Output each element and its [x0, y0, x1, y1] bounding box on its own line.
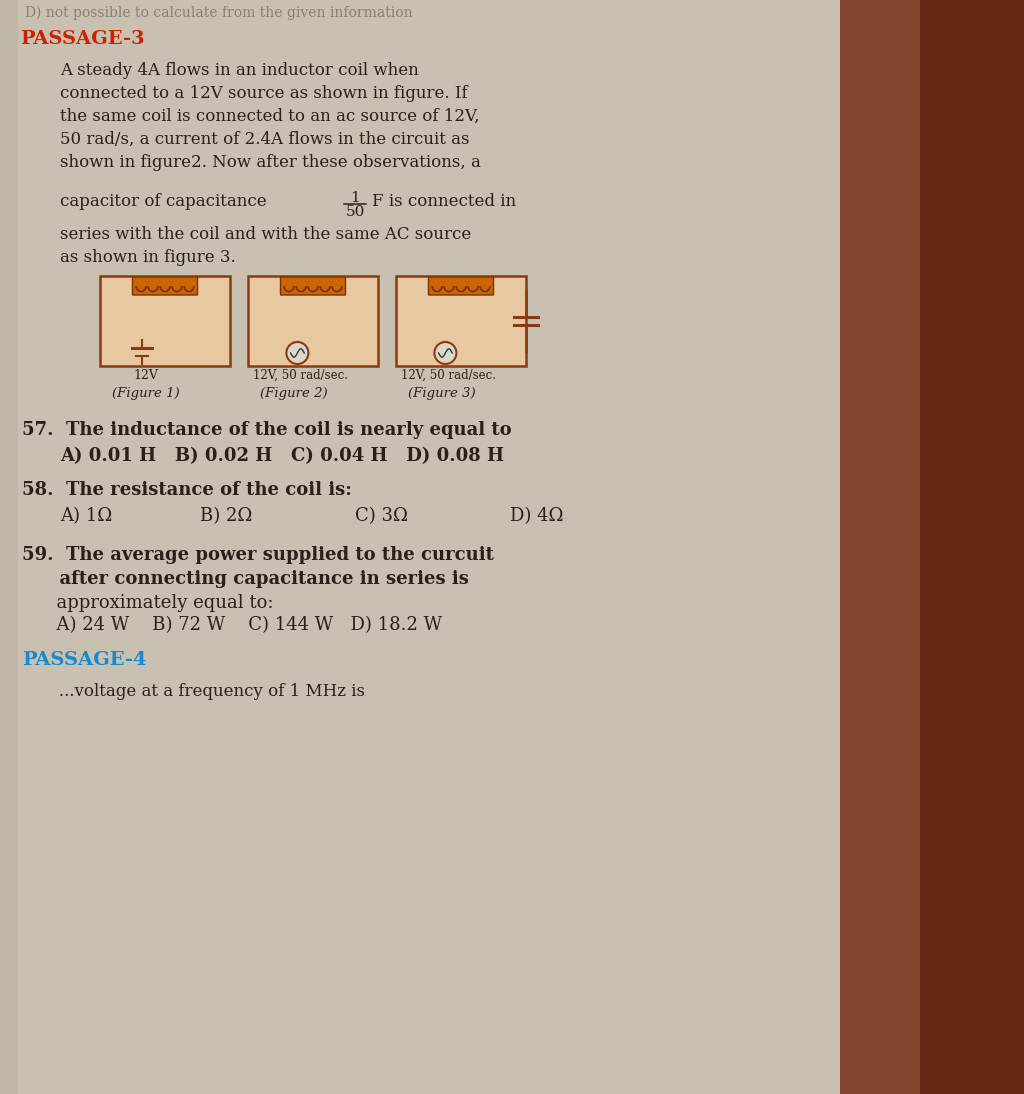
- Text: shown in figure2. Now after these observations, a: shown in figure2. Now after these observ…: [60, 154, 481, 171]
- Text: capacitor of capacitance: capacitor of capacitance: [60, 193, 266, 210]
- Text: A steady 4A flows in an inductor coil when: A steady 4A flows in an inductor coil wh…: [60, 62, 419, 79]
- Text: (Figure 2): (Figure 2): [260, 387, 328, 400]
- Text: 12V, 50 rad/sec.: 12V, 50 rad/sec.: [253, 369, 348, 382]
- Text: 12V: 12V: [133, 369, 159, 382]
- Text: A) 24 W    B) 72 W    C) 144 W   D) 18.2 W: A) 24 W B) 72 W C) 144 W D) 18.2 W: [22, 616, 442, 635]
- Bar: [100, 276, 230, 366]
- Text: C) 3Ω: C) 3Ω: [355, 507, 408, 525]
- Bar: [396, 276, 526, 366]
- Bar: [840, 0, 1024, 1094]
- Text: after connecting capacitance in series is: after connecting capacitance in series i…: [22, 570, 469, 587]
- Text: approximately equal to:: approximately equal to:: [22, 594, 273, 612]
- Bar: [920, 0, 1024, 1094]
- Circle shape: [287, 342, 308, 364]
- Text: PASSAGE-3: PASSAGE-3: [20, 30, 144, 48]
- Text: (Figure 3): (Figure 3): [408, 387, 475, 400]
- Text: 50 rad/s, a current of 2.4A flows in the circuit as: 50 rad/s, a current of 2.4A flows in the…: [60, 131, 469, 148]
- Text: the same coil is connected to an ac source of 12V,: the same coil is connected to an ac sour…: [60, 108, 479, 125]
- Bar: [248, 276, 378, 366]
- Text: 57.  The inductance of the coil is nearly equal to: 57. The inductance of the coil is nearly…: [22, 421, 512, 439]
- Text: D) 4Ω: D) 4Ω: [510, 507, 563, 525]
- Text: A) 1Ω: A) 1Ω: [60, 507, 113, 525]
- Text: B) 2Ω: B) 2Ω: [200, 507, 252, 525]
- Text: 58.  The resistance of the coil is:: 58. The resistance of the coil is:: [22, 481, 352, 499]
- Text: as shown in figure 3.: as shown in figure 3.: [60, 249, 236, 266]
- Text: (Figure 1): (Figure 1): [112, 387, 179, 400]
- Text: 50: 50: [345, 205, 365, 219]
- Text: PASSAGE-4: PASSAGE-4: [22, 651, 146, 670]
- Text: D) not possible to calculate from the given information: D) not possible to calculate from the gi…: [25, 5, 413, 21]
- Text: 12V, 50 rad/sec.: 12V, 50 rad/sec.: [401, 369, 496, 382]
- Text: series with the coil and with the same AC source: series with the coil and with the same A…: [60, 226, 471, 243]
- Text: F is connected in: F is connected in: [372, 193, 516, 210]
- FancyBboxPatch shape: [281, 277, 345, 295]
- Bar: [0, 0, 18, 1094]
- Text: connected to a 12V source as shown in figure. If: connected to a 12V source as shown in fi…: [60, 85, 468, 102]
- Text: 59.  The average power supplied to the curcuit: 59. The average power supplied to the cu…: [22, 546, 494, 565]
- Circle shape: [434, 342, 457, 364]
- Text: A) 0.01 H   B) 0.02 H   C) 0.04 H   D) 0.08 H: A) 0.01 H B) 0.02 H C) 0.04 H D) 0.08 H: [60, 447, 504, 465]
- FancyBboxPatch shape: [428, 277, 494, 295]
- Text: 1: 1: [350, 191, 359, 205]
- FancyBboxPatch shape: [132, 277, 198, 295]
- Text: ...voltage at a frequency of 1 MHz is: ...voltage at a frequency of 1 MHz is: [22, 683, 365, 700]
